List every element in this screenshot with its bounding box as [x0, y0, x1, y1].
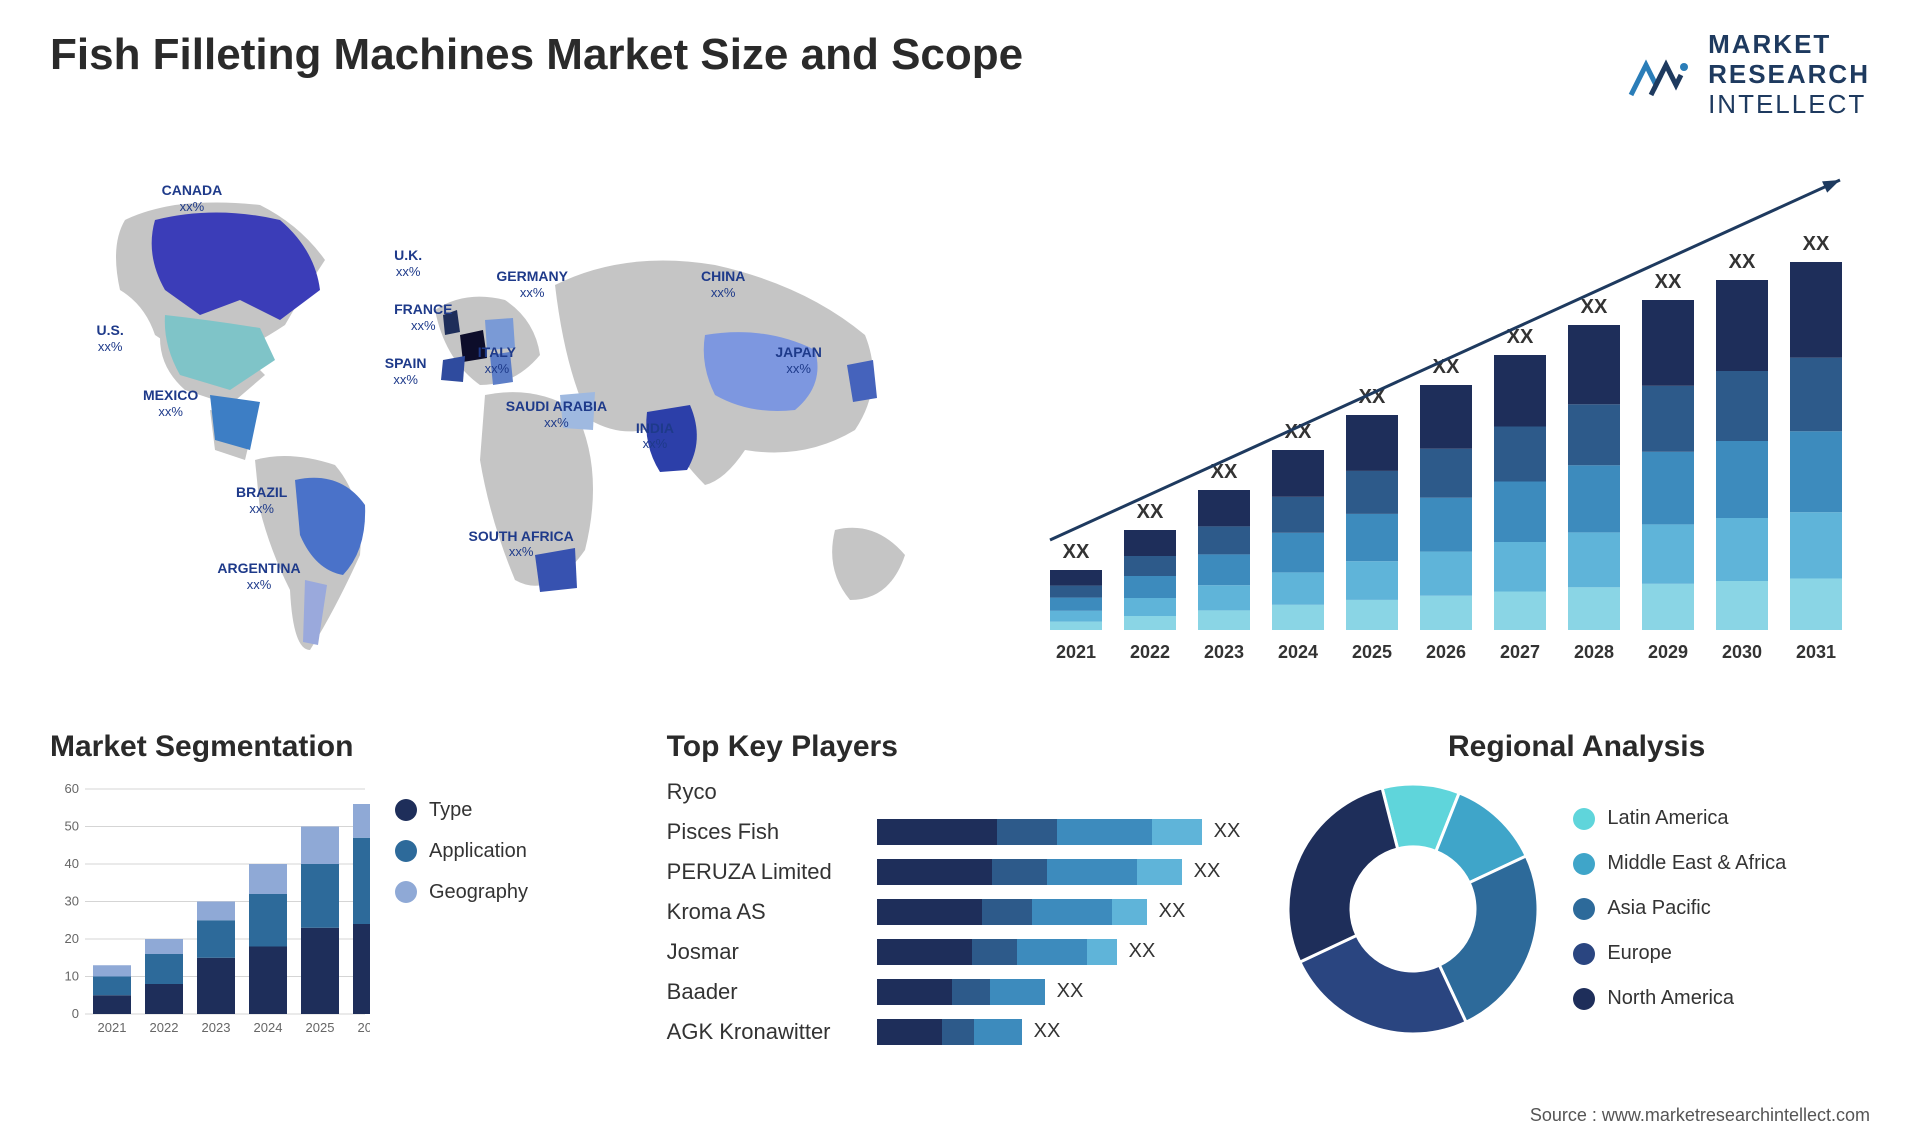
- regional-donut: [1283, 779, 1543, 1039]
- svg-text:XX: XX: [1803, 233, 1830, 255]
- svg-text:2022: 2022: [150, 1020, 179, 1035]
- svg-text:XX: XX: [1581, 296, 1608, 318]
- svg-text:2021: 2021: [1056, 642, 1096, 662]
- segmentation-title: Market Segmentation: [50, 730, 637, 764]
- map-label-china: CHINAxx%: [701, 268, 745, 300]
- svg-text:XX: XX: [1137, 501, 1164, 523]
- svg-text:0: 0: [72, 1006, 79, 1021]
- map-label-canada: CANADAxx%: [162, 182, 223, 214]
- map-label-southafrica: SOUTH AFRICAxx%: [469, 528, 574, 560]
- world-map: CANADAxx% U.S.xx% MEXICOxx% BRAZILxx% ARGENT…: [50, 150, 980, 690]
- svg-text:2028: 2028: [1574, 642, 1614, 662]
- svg-text:2026: 2026: [1426, 642, 1466, 662]
- map-label-italy: ITALYxx%: [478, 344, 516, 376]
- source-citation: Source : www.marketresearchintellect.com: [1530, 1105, 1870, 1126]
- svg-text:2029: 2029: [1648, 642, 1688, 662]
- svg-text:2022: 2022: [1130, 642, 1170, 662]
- svg-text:XX: XX: [1655, 271, 1682, 293]
- player-bar: XX: [877, 899, 1241, 925]
- map-label-us: U.S.xx%: [97, 322, 124, 354]
- region-europe: Europe: [1573, 942, 1786, 965]
- svg-text:XX: XX: [1063, 541, 1090, 563]
- player-bar: XX: [877, 819, 1241, 845]
- player-bar: XX: [877, 939, 1241, 965]
- svg-text:2030: 2030: [1722, 642, 1762, 662]
- segmentation-panel: Market Segmentation 0 10 20 30 40 50 60 2021 202…: [50, 730, 637, 1045]
- map-label-saudiarabia: SAUDI ARABIAxx%: [506, 398, 607, 430]
- map-label-mexico: MEXICOxx%: [143, 387, 198, 419]
- brand-logo: MARKET RESEARCH INTELLECT: [1626, 30, 1870, 120]
- svg-text:60: 60: [65, 781, 79, 796]
- player-baader: Baader: [667, 979, 857, 1005]
- logo-line2: RESEARCH: [1708, 59, 1870, 89]
- player-ryco: Ryco: [667, 779, 857, 805]
- region-latinamerica: Latin America: [1573, 807, 1786, 830]
- player-kromaas: Kroma AS: [667, 899, 857, 925]
- svg-text:2024: 2024: [1278, 642, 1318, 662]
- region-northamerica: North America: [1573, 987, 1786, 1010]
- seg-legend-geography: Geography: [395, 881, 528, 904]
- regional-title: Regional Analysis: [1283, 730, 1870, 764]
- player-bar: XX: [877, 1019, 1241, 1045]
- player-piscesfish: Pisces Fish: [667, 819, 857, 845]
- player-josmar: Josmar: [667, 939, 857, 965]
- player-bar: XX: [877, 979, 1241, 1005]
- region-middleeastafrica: Middle East & Africa: [1573, 852, 1786, 875]
- seg-legend-application: Application: [395, 840, 528, 863]
- logo-line3: INTELLECT: [1708, 90, 1870, 120]
- map-label-spain: SPAINxx%: [385, 355, 427, 387]
- region-asiapacific: Asia Pacific: [1573, 897, 1786, 920]
- svg-text:2026: 2026: [358, 1020, 370, 1035]
- map-label-uk: U.K.xx%: [394, 247, 422, 279]
- svg-text:2031: 2031: [1796, 642, 1836, 662]
- growth-chart: 2021 XX 2022 XX 2023 XX 2024 XX 2025 XX 2026 XX 2027…: [1020, 150, 1870, 690]
- svg-text:40: 40: [65, 856, 79, 871]
- map-label-japan: JAPANxx%: [775, 344, 821, 376]
- regional-panel: Regional Analysis Latin America Middle Ea…: [1283, 730, 1870, 1045]
- map-label-france: FRANCExx%: [394, 301, 452, 333]
- player-agkkronawitter: AGK Kronawitter: [667, 1019, 857, 1045]
- svg-text:10: 10: [65, 968, 79, 983]
- svg-text:30: 30: [65, 893, 79, 908]
- svg-text:2023: 2023: [202, 1020, 231, 1035]
- page-title: Fish Filleting Machines Market Size and …: [50, 30, 1023, 80]
- svg-text:2025: 2025: [1352, 642, 1392, 662]
- svg-text:2025: 2025: [306, 1020, 335, 1035]
- svg-text:XX: XX: [1729, 251, 1756, 273]
- logo-icon: [1626, 45, 1696, 105]
- svg-text:50: 50: [65, 818, 79, 833]
- map-label-germany: GERMANYxx%: [496, 268, 568, 300]
- svg-text:2021: 2021: [98, 1020, 127, 1035]
- map-label-argentina: ARGENTINAxx%: [217, 560, 300, 592]
- players-title: Top Key Players: [667, 730, 1254, 764]
- svg-text:2027: 2027: [1500, 642, 1540, 662]
- svg-text:2023: 2023: [1204, 642, 1244, 662]
- svg-text:2024: 2024: [254, 1020, 283, 1035]
- players-panel: Top Key Players Ryco Pisces Fish PERUZA Li…: [667, 730, 1254, 1045]
- player-peruzalimited: PERUZA Limited: [667, 859, 857, 885]
- svg-text:20: 20: [65, 931, 79, 946]
- logo-line1: MARKET: [1708, 29, 1831, 59]
- seg-legend-type: Type: [395, 799, 528, 822]
- map-label-india: INDIAxx%: [636, 420, 674, 452]
- player-bar: XX: [877, 859, 1241, 885]
- map-label-brazil: BRAZILxx%: [236, 484, 287, 516]
